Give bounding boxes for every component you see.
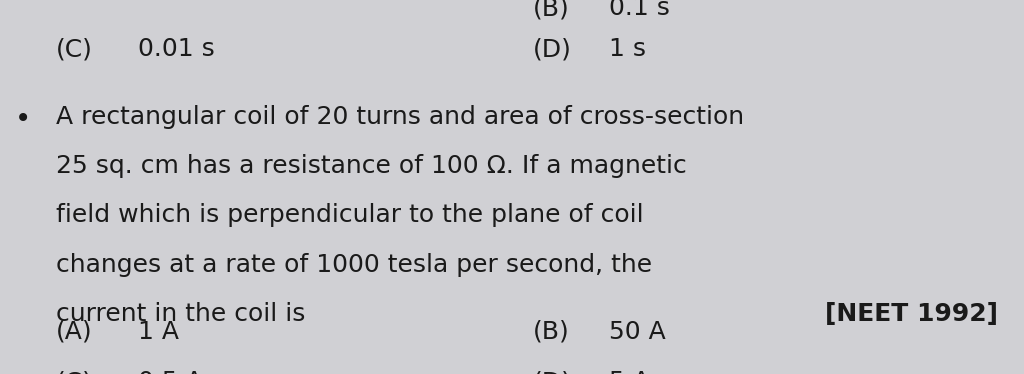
- Text: 1 s: 1 s: [609, 37, 646, 61]
- Text: (C): (C): [56, 37, 93, 61]
- Text: (D): (D): [532, 370, 571, 374]
- Text: 0.5 A: 0.5 A: [138, 370, 203, 374]
- Text: A rectangular coil of 20 turns and area of cross-section: A rectangular coil of 20 turns and area …: [56, 105, 744, 129]
- Text: [NEET 1992]: [NEET 1992]: [825, 302, 998, 326]
- Text: (B): (B): [532, 0, 569, 20]
- Text: (C): (C): [56, 370, 93, 374]
- Text: current in the coil is: current in the coil is: [56, 302, 306, 326]
- Text: (B): (B): [532, 320, 569, 344]
- Text: 50 A: 50 A: [609, 320, 666, 344]
- Text: 0.01 s: 0.01 s: [138, 37, 215, 61]
- Text: 5 A: 5 A: [609, 370, 650, 374]
- Text: •: •: [15, 105, 32, 133]
- Text: 25 sq. cm has a resistance of 100 Ω. If a magnetic: 25 sq. cm has a resistance of 100 Ω. If …: [56, 154, 687, 178]
- Text: changes at a rate of 1000 tesla per second, the: changes at a rate of 1000 tesla per seco…: [56, 253, 652, 277]
- Text: field which is perpendicular to the plane of coil: field which is perpendicular to the plan…: [56, 203, 644, 227]
- Text: 0.1 s: 0.1 s: [609, 0, 670, 20]
- Text: (D): (D): [532, 37, 571, 61]
- Text: 1 A: 1 A: [138, 320, 179, 344]
- Text: (A): (A): [56, 320, 93, 344]
